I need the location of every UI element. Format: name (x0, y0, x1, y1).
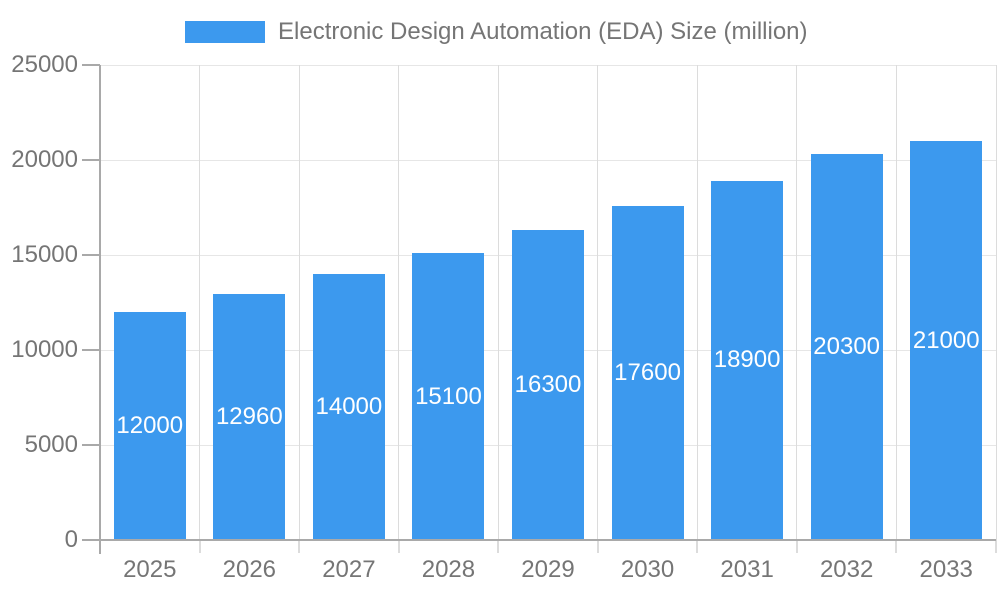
bar-value-label: 20300 (813, 333, 881, 361)
legend-swatch (185, 21, 265, 43)
legend-item[interactable]: Electronic Design Automation (EDA) Size … (185, 18, 808, 46)
y-tick-label: 0 (64, 526, 78, 553)
x-category-label: 2033 (919, 556, 973, 583)
x-axis-tick (298, 540, 301, 553)
bar-2028[interactable]: 15100 (412, 253, 485, 540)
x-axis-line (82, 539, 996, 541)
x-axis-tick (995, 540, 997, 553)
legend-label: Electronic Design Automation (EDA) Size … (278, 18, 808, 45)
x-axis-tick (198, 540, 201, 553)
bar-2025[interactable]: 12000 (113, 312, 186, 540)
x-category-label: 2026 (222, 556, 277, 583)
x-axis-tick (795, 540, 798, 553)
y-axis-line (99, 65, 101, 554)
x-category-label: 2028 (421, 556, 476, 583)
x-gridline (597, 65, 599, 540)
bar-value-label: 12000 (116, 412, 184, 439)
x-axis-tick (497, 540, 500, 553)
bar-2033[interactable]: 21000 (910, 141, 983, 540)
x-axis-tick (596, 540, 599, 553)
x-gridline (796, 65, 798, 540)
y-axis-tick (82, 254, 100, 256)
x-axis-tick (397, 540, 400, 553)
x-category-label: 2032 (819, 556, 874, 583)
bar-value-label: 17600 (614, 358, 681, 386)
x-category-label: 2027 (322, 556, 376, 583)
x-axis-tick (895, 540, 898, 553)
bar-value-label: 12960 (215, 402, 283, 430)
x-gridline (199, 65, 201, 540)
x-gridline (497, 65, 499, 540)
y-tick-label: 10000 (11, 336, 78, 363)
y-axis-tick (82, 349, 100, 351)
x-axis-tick (696, 540, 699, 553)
bar-2029[interactable]: 16300 (512, 230, 584, 540)
x-gridline (895, 65, 897, 540)
x-gridline (696, 65, 698, 540)
y-gridline (100, 159, 996, 161)
x-gridline (995, 65, 997, 540)
x-gridline (398, 65, 400, 540)
y-gridline (100, 64, 996, 66)
bar-2027[interactable]: 14000 (312, 274, 385, 540)
x-gridline (298, 65, 300, 540)
bar-2026[interactable]: 12960 (213, 293, 286, 540)
x-category-label: 2025 (123, 556, 177, 583)
x-category-label: 2031 (720, 556, 774, 583)
bar-value-label: 21000 (912, 326, 980, 354)
bar-value-label: 16300 (514, 371, 582, 399)
x-category-label: 2030 (620, 556, 675, 583)
y-axis-tick (82, 444, 100, 446)
y-axis-tick (82, 159, 100, 161)
plot-area: 0 5000 10000 15000 20000 25000 12000 2025 12960 2… (11, 51, 997, 583)
bar-value-label: 18900 (713, 346, 781, 374)
y-tick-label: 15000 (11, 241, 78, 268)
y-tick-label: 25000 (11, 51, 78, 78)
y-axis-tick (82, 64, 100, 66)
bar-2032[interactable]: 20300 (810, 154, 883, 540)
y-tick-label: 20000 (11, 146, 78, 173)
bar-value-label: 15100 (415, 382, 482, 410)
bar-2030[interactable]: 17600 (611, 205, 684, 540)
bar-2031[interactable]: 18900 (711, 180, 784, 540)
y-tick-label: 5000 (24, 431, 78, 458)
x-category-label: 2029 (521, 556, 575, 583)
bar-value-label: 14000 (315, 393, 383, 420)
